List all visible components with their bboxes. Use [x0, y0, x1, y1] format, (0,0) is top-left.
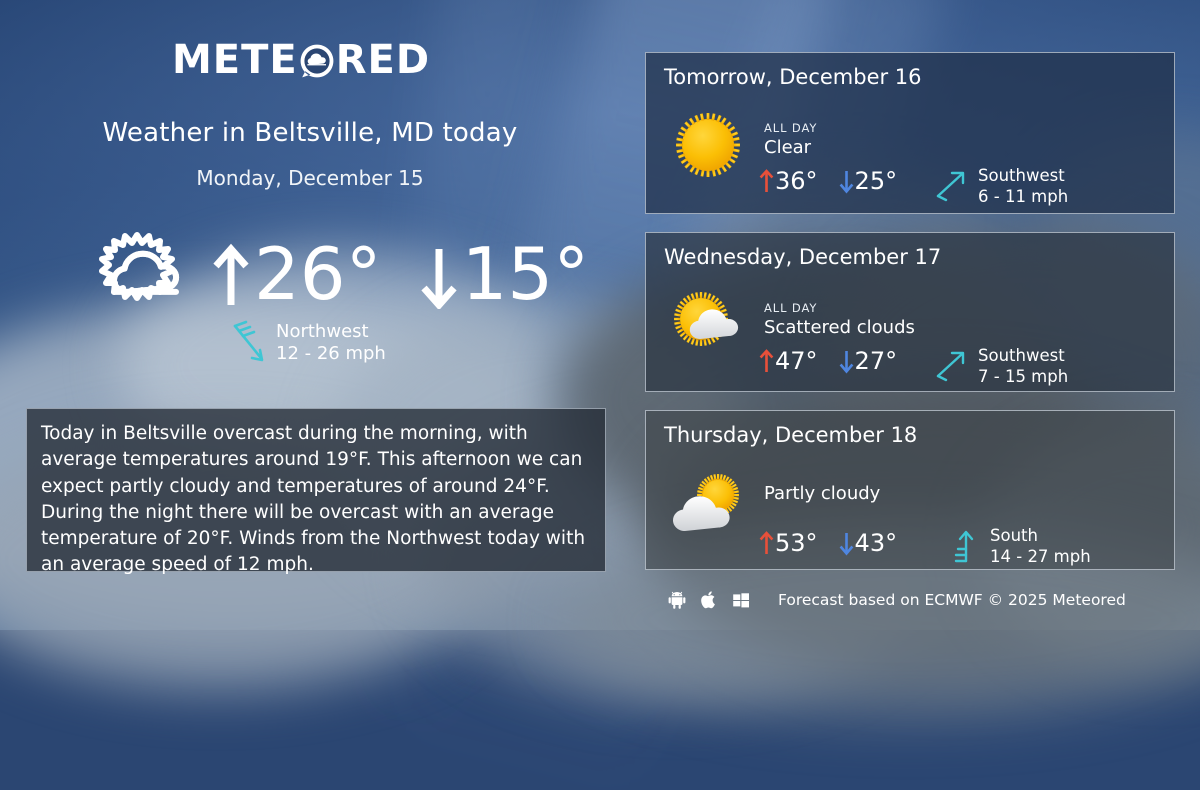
forecast-temperature-range: 36° 25° [758, 167, 897, 195]
forecast-wind-direction: Southwest [978, 166, 1065, 185]
forecast-wind: Southwest 6 - 11 mph [934, 165, 1068, 207]
forecast-wind-speed: 7 - 15 mph [978, 367, 1069, 387]
current-high: 26° [208, 238, 382, 310]
current-wind: Northwest 12 - 26 mph [228, 320, 386, 366]
forecast-temperature-range: 53° 43° [758, 529, 897, 557]
current-wind-speed: 12 - 26 mph [276, 343, 386, 364]
current-date: Monday, December 15 [196, 166, 424, 190]
forecast-card[interactable]: Wednesday, December 17 [645, 232, 1175, 392]
forecast-day-label: Wednesday, December 17 [664, 245, 942, 269]
current-low: 15° [416, 232, 590, 316]
forecast-wind-direction: South [990, 526, 1038, 545]
forecast-condition: Partly cloudy [764, 483, 881, 504]
arrow-up-icon [208, 239, 254, 309]
forecast-condition: Scattered clouds [764, 317, 915, 338]
logo-text-after: RED [335, 37, 431, 83]
logo-text-before: METE [172, 37, 298, 83]
sun-behind-cloud-outline-icon [90, 222, 194, 326]
forecast-wind-speed: 6 - 11 mph [978, 187, 1069, 207]
wind-barb-southeast-icon [228, 320, 270, 366]
forecast-source-note: Forecast based on ECMWF © 2025 Meteored [778, 590, 1126, 609]
current-temperature-range: 26° 15° [208, 232, 590, 316]
sun-behind-cloud-icon [668, 285, 748, 365]
forecast-wind-direction: Southwest [978, 346, 1065, 365]
arrow-down-icon [838, 348, 855, 374]
forecast-wind: South 14 - 27 mph [946, 525, 1091, 567]
wind-barb-northeast-icon [934, 348, 968, 384]
forecast-period-label: ALL DAY [764, 301, 818, 315]
forecast-card[interactable]: Tomorrow, December 16 [645, 52, 1175, 214]
forecast-high-value: 36° [775, 167, 818, 195]
apple-icon[interactable] [700, 590, 718, 609]
arrow-down-icon [416, 239, 462, 311]
forecast-low-value: 43° [854, 529, 898, 557]
forecast-wind-speed: 14 - 27 mph [990, 547, 1091, 567]
current-conditions-row: 26° 15° [90, 222, 589, 326]
weather-summary-text: Today in Beltsville overcast during the … [26, 408, 606, 575]
meteored-logo[interactable]: METE RED [172, 40, 430, 80]
wind-barb-northeast-icon [934, 168, 968, 204]
arrow-down-icon [838, 530, 855, 556]
current-low-value: 15° [461, 232, 590, 316]
cloud-speech-bubble-icon [299, 43, 335, 79]
forecast-period-label: ALL DAY [764, 121, 818, 135]
forecast-day-label: Thursday, December 18 [664, 423, 918, 447]
forecast-high-value: 47° [775, 347, 818, 375]
forecast-card[interactable]: Thursday, December 18 [645, 410, 1175, 570]
forecast-high-value: 53° [775, 529, 818, 557]
current-high-value: 26° [254, 232, 382, 316]
android-icon[interactable] [668, 590, 686, 609]
arrow-up-icon [758, 168, 775, 194]
forecast-wind: Southwest 7 - 15 mph [934, 345, 1068, 387]
forecast-low-value: 25° [854, 167, 898, 195]
footer: Forecast based on ECMWF © 2025 Meteored [668, 590, 1126, 609]
current-weather-panel: METE RED Weather in Beltsville, MD today… [0, 0, 620, 630]
forecast-condition: Clear [764, 137, 812, 158]
wind-barb-north-icon [946, 528, 980, 564]
forecast-temperature-range: 47° 27° [758, 347, 897, 375]
cloud-with-sun-icon [668, 469, 748, 549]
arrow-up-icon [758, 348, 775, 374]
current-wind-direction: Northwest [276, 320, 369, 342]
forecast-day-label: Tomorrow, December 16 [664, 65, 922, 89]
forecast-low-value: 27° [854, 347, 898, 375]
windows-icon[interactable] [732, 590, 750, 609]
page-title: Weather in Beltsville, MD today [102, 118, 518, 148]
arrow-down-icon [838, 168, 855, 194]
arrow-up-icon [758, 530, 775, 556]
sun-icon [668, 105, 748, 185]
